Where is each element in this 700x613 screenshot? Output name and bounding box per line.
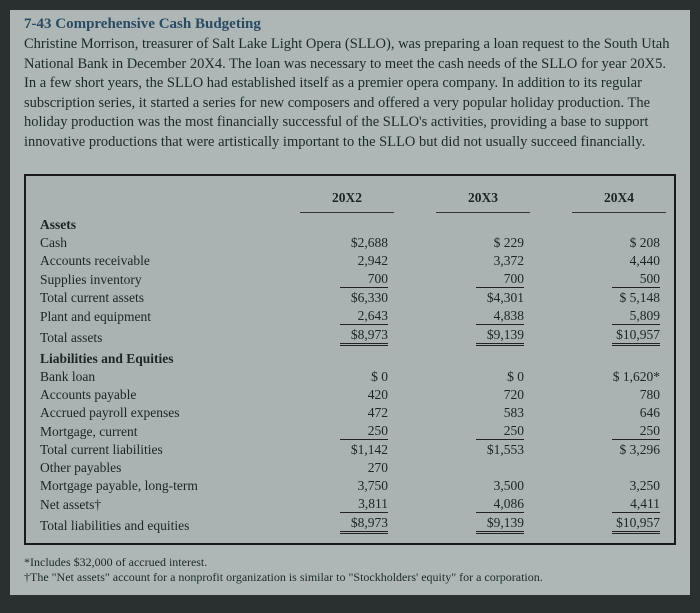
- table-cell: $1,553: [436, 441, 530, 459]
- table-cell: 3,500: [436, 477, 530, 495]
- table-cell: 583: [436, 404, 530, 422]
- row-label: Cash: [34, 234, 300, 252]
- row-label: Total current liabilities: [34, 441, 300, 459]
- section-label: Assets: [34, 213, 666, 235]
- table-row: Net assets†3,811 4,086 4,411: [34, 495, 666, 514]
- table-cell: 646: [572, 404, 666, 422]
- intro-paragraph: Christine Morrison, treasurer of Salt La…: [10, 33, 690, 160]
- row-label: Accounts receivable: [34, 252, 300, 270]
- table-cell: $ 3,296: [572, 441, 666, 459]
- table-cell: $4,301: [436, 289, 530, 307]
- table-cell: 500: [572, 270, 666, 289]
- row-label: Accrued payroll expenses: [34, 404, 300, 422]
- table-cell: $8,973: [300, 326, 394, 347]
- table-cell: 4,086: [436, 495, 530, 514]
- table-cell: 270: [300, 459, 394, 477]
- table-cell: $ 1,620*: [572, 368, 666, 386]
- table-cell: 700: [300, 270, 394, 289]
- table-row: Total assets$8,973 $9,139 $10,957: [34, 326, 666, 347]
- row-label: Bank loan: [34, 368, 300, 386]
- table-row: Accounts payable420 720 780: [34, 386, 666, 404]
- table-cell: 3,811: [300, 495, 394, 514]
- table-cell: 700: [436, 270, 530, 289]
- table-cell: 3,750: [300, 477, 394, 495]
- table-cell: 2,643: [300, 307, 394, 326]
- balance-sheet-table: 20X2 20X3 20X4 AssetsCash$2,688 $ 229 $ 20…: [34, 186, 666, 535]
- table-row: Cash$2,688 $ 229 $ 208: [34, 234, 666, 252]
- table-row: Plant and equipment2,643 4,838 5,809: [34, 307, 666, 326]
- footnotes: *Includes $32,000 of accrued interest. †…: [10, 551, 690, 595]
- table-header-row: 20X2 20X3 20X4: [34, 186, 666, 213]
- row-label: Total assets: [34, 326, 300, 347]
- table-cell: $10,957: [572, 514, 666, 535]
- row-label: Supplies inventory: [34, 270, 300, 289]
- table-cell: $ 0: [300, 368, 394, 386]
- table-row: Total current liabilities$1,142 $1,553 $ 3…: [34, 441, 666, 459]
- table-row: Other payables270: [34, 459, 666, 477]
- table-row: Supplies inventory700700500: [34, 270, 666, 289]
- footnote-1: *Includes $32,000 of accrued interest.: [24, 555, 676, 570]
- table-cell: $9,139: [436, 326, 530, 347]
- row-label: Total liabilities and equities: [34, 514, 300, 535]
- table-section-row: Assets: [34, 213, 666, 235]
- table-row: Total liabilities and equities$8,973 $9,1…: [34, 514, 666, 535]
- table-row: Accrued payroll expenses472 583 646: [34, 404, 666, 422]
- row-label: Mortgage payable, long-term: [34, 477, 300, 495]
- table-cell: 250: [572, 422, 666, 441]
- table-cell: 420: [300, 386, 394, 404]
- table-cell: $6,330: [300, 289, 394, 307]
- table-cell: 720: [436, 386, 530, 404]
- table-row: Total current assets$6,330 $4,301 $ 5,148: [34, 289, 666, 307]
- table-cell: 250: [436, 422, 530, 441]
- table-cell: $ 229: [436, 234, 530, 252]
- table-row: Mortgage, current250250250: [34, 422, 666, 441]
- page: 7-43 Comprehensive Cash Budgeting Christ…: [10, 10, 690, 595]
- table-cell: 4,838: [436, 307, 530, 326]
- col-year-3: 20X4: [572, 186, 666, 213]
- section-label: Liabilities and Equities: [34, 347, 666, 368]
- table-cell: 4,411: [572, 495, 666, 514]
- table-cell: 5,809: [572, 307, 666, 326]
- table-cell: 780: [572, 386, 666, 404]
- table-cell: $ 0: [436, 368, 530, 386]
- row-label: Mortgage, current: [34, 422, 300, 441]
- table-cell: 4,440: [572, 252, 666, 270]
- table-cell: [436, 459, 530, 477]
- table-cell: 250: [300, 422, 394, 441]
- balance-sheet-table-frame: 20X2 20X3 20X4 AssetsCash$2,688 $ 229 $ 20…: [24, 174, 676, 545]
- table-cell: 3,250: [572, 477, 666, 495]
- col-year-2: 20X3: [436, 186, 530, 213]
- table-row: Accounts receivable2,942 3,372 4,440: [34, 252, 666, 270]
- table-cell: $2,688: [300, 234, 394, 252]
- footnote-2: †The "Net assets" account for a nonprofi…: [24, 570, 676, 585]
- table-row: Mortgage payable, long-term3,750 3,500 3,2…: [34, 477, 666, 495]
- table-cell: $ 5,148: [572, 289, 666, 307]
- heading: 7-43 Comprehensive Cash Budgeting: [10, 10, 690, 33]
- table-cell: 472: [300, 404, 394, 422]
- col-year-1: 20X2: [300, 186, 394, 213]
- table-cell: $1,142: [300, 441, 394, 459]
- problem-title: Comprehensive Cash Budgeting: [55, 16, 261, 32]
- row-label: Other payables: [34, 459, 300, 477]
- table-cell: $9,139: [436, 514, 530, 535]
- table-cell: $8,973: [300, 514, 394, 535]
- table-section-row: Liabilities and Equities: [34, 347, 666, 368]
- row-label: Accounts payable: [34, 386, 300, 404]
- row-label: Total current assets: [34, 289, 300, 307]
- table-cell: $ 208: [572, 234, 666, 252]
- table-row: Bank loan$ 0$ 0$ 1,620*: [34, 368, 666, 386]
- table-cell: 3,372: [436, 252, 530, 270]
- row-label: Plant and equipment: [34, 307, 300, 326]
- problem-number: 7-43: [24, 16, 52, 32]
- table-cell: [572, 459, 666, 477]
- table-cell: 2,942: [300, 252, 394, 270]
- table-cell: $10,957: [572, 326, 666, 347]
- row-label: Net assets†: [34, 495, 300, 514]
